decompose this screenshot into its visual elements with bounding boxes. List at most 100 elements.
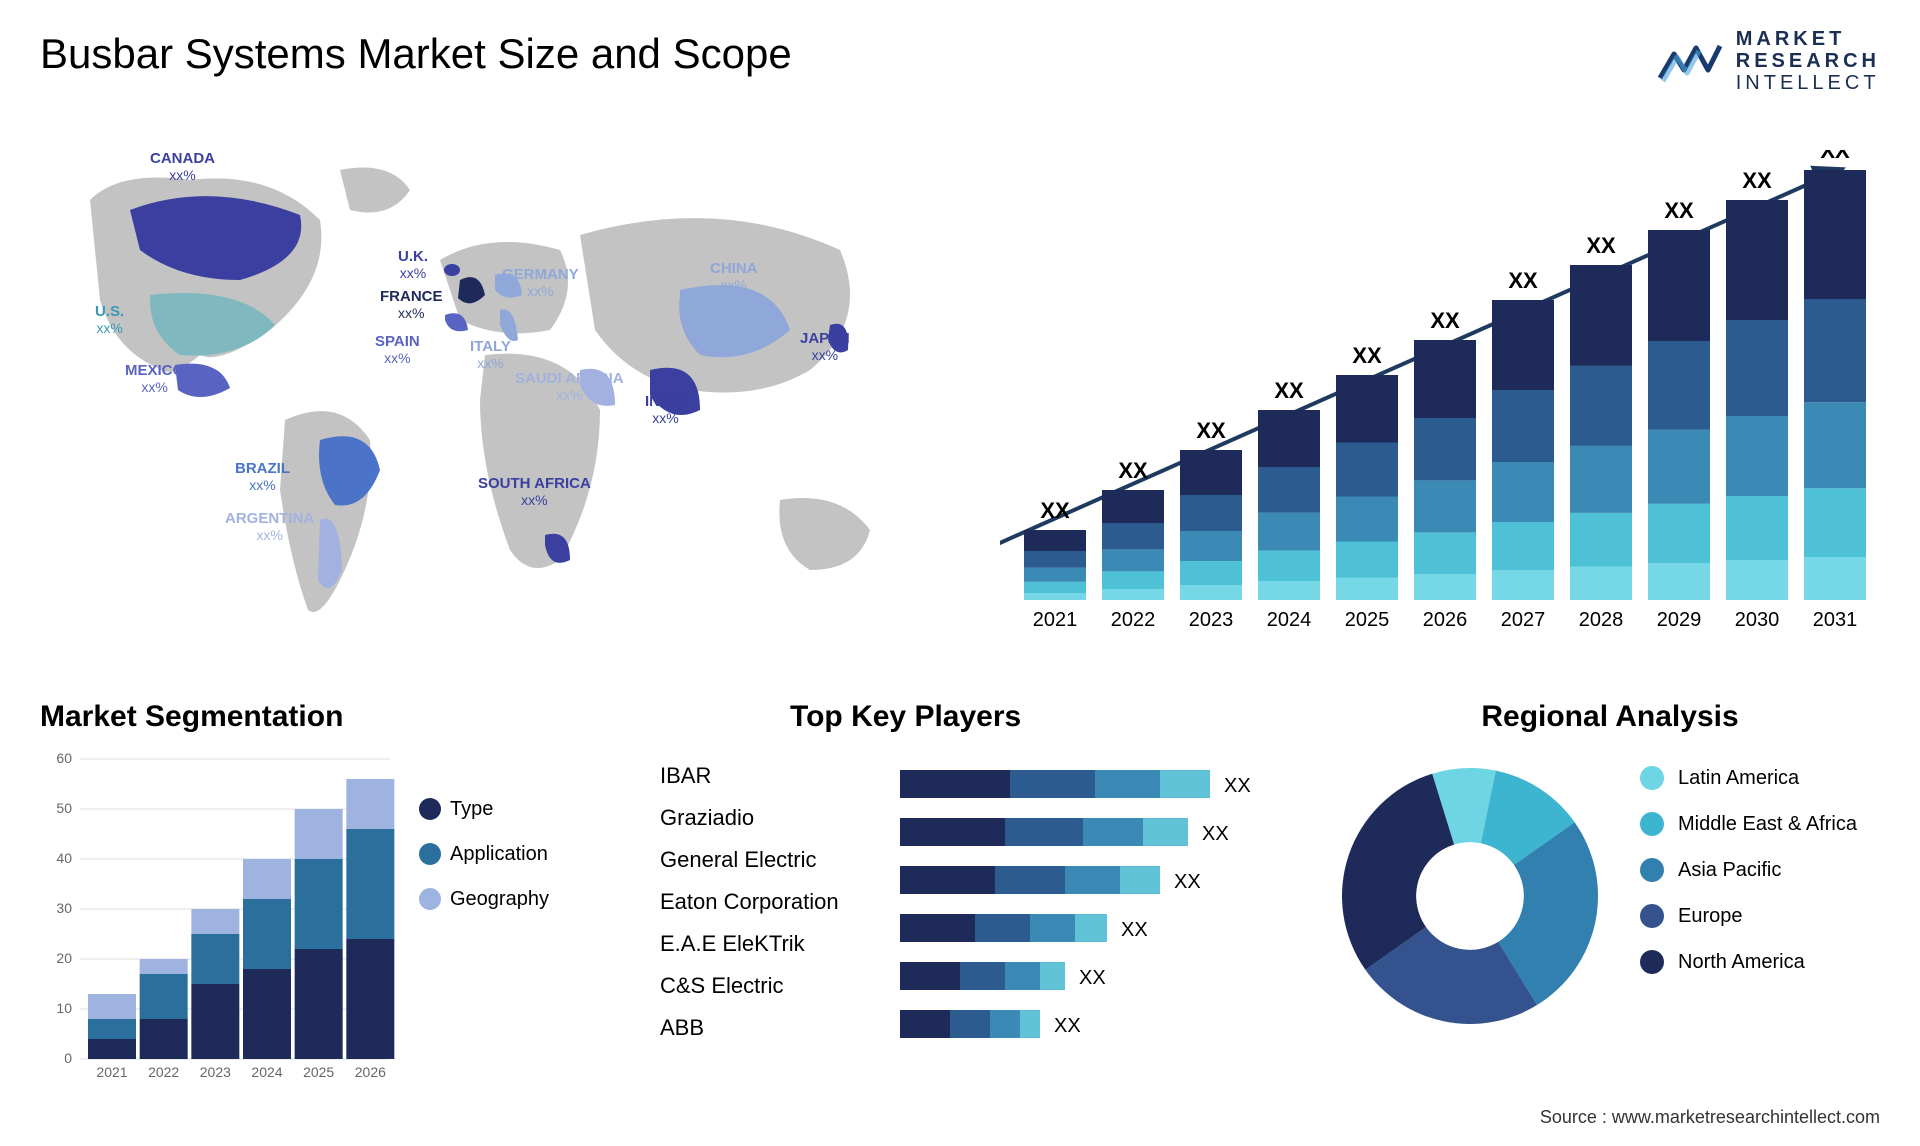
svg-text:Geography: Geography xyxy=(450,888,549,910)
legend-row: Latin America xyxy=(1640,766,1857,790)
svg-text:2023: 2023 xyxy=(200,1064,231,1080)
svg-text:XX: XX xyxy=(1274,378,1304,403)
map-label: GERMANYxx% xyxy=(502,266,579,299)
legend-swatch xyxy=(1640,950,1664,974)
map-label: SOUTH AFRICAxx% xyxy=(478,475,591,508)
company-name: Eaton Corporation xyxy=(660,881,839,923)
svg-text:XX: XX xyxy=(1118,458,1148,483)
legend-swatch xyxy=(1640,904,1664,928)
main-bar-chart: XX 2021 XX 2022 XX 2023 XX 2024 XX 2025 XX 2026 XX 20… xyxy=(1000,150,1870,640)
svg-text:60: 60 xyxy=(56,750,72,766)
map-label: U.S.xx% xyxy=(95,303,124,336)
map-label: ARGENTINAxx% xyxy=(225,510,314,543)
source-attribution: Source : www.marketresearchintellect.com xyxy=(1540,1107,1880,1128)
donut-chart xyxy=(1330,756,1610,1036)
svg-text:XX: XX xyxy=(1054,1015,1081,1037)
svg-text:0: 0 xyxy=(64,1050,72,1066)
svg-text:2021: 2021 xyxy=(1033,609,1078,631)
svg-text:XX: XX xyxy=(1820,150,1850,163)
svg-text:XX: XX xyxy=(1196,418,1226,443)
map-label: U.K.xx% xyxy=(398,248,428,281)
svg-text:XX: XX xyxy=(1586,233,1616,258)
svg-text:40: 40 xyxy=(56,850,72,866)
legend-row: Middle East & Africa xyxy=(1640,812,1857,836)
company-name: Graziadio xyxy=(660,797,839,839)
svg-text:2024: 2024 xyxy=(251,1064,282,1080)
segmentation-section: Market Segmentation 0 10 20 30 40 50 60 2021 202… xyxy=(40,700,620,1094)
legend-swatch xyxy=(1640,858,1664,882)
logo-line3: INTELLECT xyxy=(1736,72,1880,94)
svg-text:20: 20 xyxy=(56,950,72,966)
svg-text:2025: 2025 xyxy=(1345,609,1390,631)
regional-title: Regional Analysis xyxy=(1330,700,1890,734)
regional-section: Regional Analysis Latin America Middle Ea… xyxy=(1330,700,1890,1036)
svg-text:2025: 2025 xyxy=(303,1064,334,1080)
svg-text:2023: 2023 xyxy=(1189,609,1234,631)
svg-text:2028: 2028 xyxy=(1579,609,1624,631)
svg-text:2026: 2026 xyxy=(1423,609,1468,631)
svg-text:XX: XX xyxy=(1040,498,1070,523)
svg-text:50: 50 xyxy=(56,800,72,816)
legend-label: Europe xyxy=(1678,905,1743,928)
legend-label: North America xyxy=(1678,951,1805,974)
map-label: INDIAxx% xyxy=(645,393,686,426)
svg-text:XX: XX xyxy=(1202,823,1229,845)
map-label: MEXICOxx% xyxy=(125,362,184,395)
svg-text:2024: 2024 xyxy=(1267,609,1312,631)
logo-line2: RESEARCH xyxy=(1736,50,1880,72)
svg-text:Application: Application xyxy=(450,843,548,865)
legend-label: Latin America xyxy=(1678,767,1799,790)
svg-text:XX: XX xyxy=(1430,308,1460,333)
svg-text:2029: 2029 xyxy=(1657,609,1702,631)
svg-text:XX: XX xyxy=(1664,198,1694,223)
map-label: ITALYxx% xyxy=(470,338,511,371)
svg-text:XX: XX xyxy=(1352,343,1382,368)
map-label: FRANCExx% xyxy=(380,288,443,321)
keyplayers-list: IBARGraziadioGeneral ElectricEaton Corpo… xyxy=(660,755,839,1049)
legend-label: Middle East & Africa xyxy=(1678,813,1857,836)
page-title: Busbar Systems Market Size and Scope xyxy=(40,30,792,78)
svg-text:2031: 2031 xyxy=(1813,609,1858,631)
svg-text:2027: 2027 xyxy=(1501,609,1546,631)
segmentation-title: Market Segmentation xyxy=(40,700,620,734)
logo-icon xyxy=(1656,36,1726,86)
donut-legend: Latin America Middle East & Africa Asia Pa… xyxy=(1640,766,1857,974)
legend-label: Asia Pacific xyxy=(1678,859,1781,882)
map-label: CHINAxx% xyxy=(710,260,758,293)
keyplayers-chart: XX XX XX XX XX XX xyxy=(900,760,1300,1050)
keyplayers-title: Top Key Players xyxy=(790,700,1300,734)
svg-text:XX: XX xyxy=(1079,967,1106,989)
map-label: BRAZILxx% xyxy=(235,460,290,493)
svg-text:2030: 2030 xyxy=(1735,609,1780,631)
logo-line1: MARKET xyxy=(1736,28,1880,50)
svg-text:XX: XX xyxy=(1224,775,1251,797)
company-name: IBAR xyxy=(660,755,839,797)
svg-text:10: 10 xyxy=(56,1000,72,1016)
svg-text:XX: XX xyxy=(1121,919,1148,941)
legend-swatch xyxy=(1640,766,1664,790)
brand-logo: MARKET RESEARCH INTELLECT xyxy=(1656,28,1880,94)
world-map: CANADAxx% U.S.xx%MEXICOxx% BRAZILxx% ARGENT… xyxy=(40,140,940,650)
map-label: CANADAxx% xyxy=(150,150,215,183)
svg-text:Type: Type xyxy=(450,798,493,820)
svg-text:2026: 2026 xyxy=(355,1064,386,1080)
map-label: JAPANxx% xyxy=(800,330,850,363)
company-name: E.A.E EleKTrik xyxy=(660,923,839,965)
segmentation-chart: 0 10 20 30 40 50 60 2021 2022 2023 2024 2025 2026 Typ… xyxy=(40,749,600,1089)
map-label: SAUDI ARABIAxx% xyxy=(515,370,624,403)
map-label: SPAINxx% xyxy=(375,333,420,366)
svg-text:XX: XX xyxy=(1742,168,1772,193)
svg-text:2022: 2022 xyxy=(148,1064,179,1080)
svg-text:2021: 2021 xyxy=(96,1064,127,1080)
legend-row: North America xyxy=(1640,950,1857,974)
company-name: General Electric xyxy=(660,839,839,881)
svg-text:30: 30 xyxy=(56,900,72,916)
svg-text:XX: XX xyxy=(1174,871,1201,893)
legend-swatch xyxy=(1640,812,1664,836)
company-name: C&S Electric xyxy=(660,965,839,1007)
legend-row: Asia Pacific xyxy=(1640,858,1857,882)
legend-row: Europe xyxy=(1640,904,1857,928)
keyplayers-section: Top Key Players IBARGraziadioGeneral Ele… xyxy=(660,700,1300,734)
svg-text:2022: 2022 xyxy=(1111,609,1156,631)
company-name: ABB xyxy=(660,1007,839,1049)
